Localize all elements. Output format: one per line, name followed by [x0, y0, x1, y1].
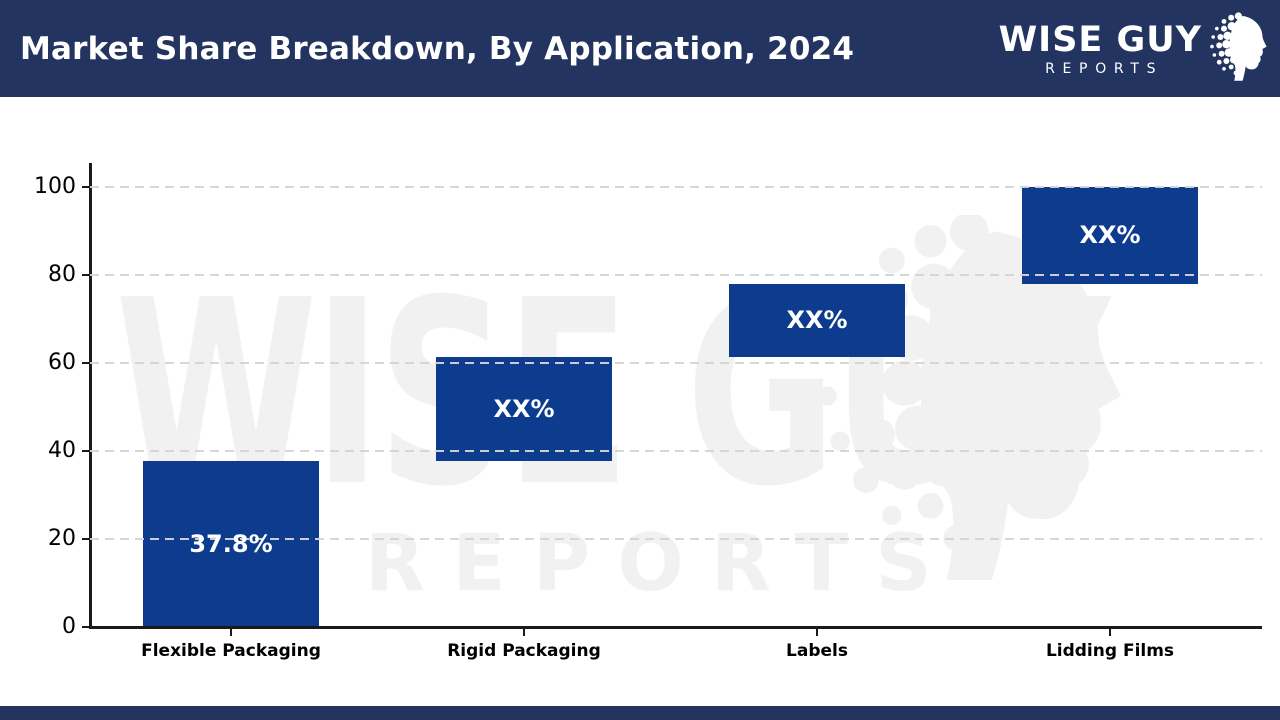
- x-axis-line: [89, 626, 1262, 629]
- gridline-y-20: [90, 538, 1262, 540]
- x-tick-mark: [1108, 628, 1112, 636]
- bar-value-label: XX%: [786, 306, 848, 335]
- y-tick-mark: [82, 625, 90, 629]
- x-tick-label: Lidding Films: [1045, 641, 1175, 661]
- bar-rigid-packaging: [436, 356, 612, 461]
- bar-flexible-packaging: [143, 460, 319, 627]
- wiseguy-logo: WISE GUY REPORTS: [999, 4, 1272, 94]
- y-tick-label: 20: [48, 526, 76, 551]
- x-tick-label: Rigid Packaging: [447, 641, 601, 661]
- y-tick-label: 40: [48, 438, 76, 463]
- bar-value-label: XX%: [493, 394, 555, 423]
- bar-labels: [729, 283, 905, 357]
- bar-lidding-films: [1022, 187, 1198, 284]
- footer-band: [0, 706, 1280, 720]
- waterfall-chart: WISE GUY REPORTS 02040608010037.8%XX%XX%…: [0, 97, 1280, 706]
- x-tick-mark: [815, 628, 819, 636]
- x-tick-mark: [229, 628, 233, 636]
- wiseguy-logo-text: WISE GUY REPORTS: [999, 21, 1202, 77]
- y-tick-mark: [82, 537, 90, 541]
- x-tick-mark: [522, 628, 526, 636]
- y-tick-label: 100: [34, 174, 76, 199]
- y-tick-label: 60: [48, 350, 76, 375]
- y-tick-label: 80: [48, 262, 76, 287]
- y-tick-mark: [82, 273, 90, 277]
- logo-subtitle: REPORTS: [1045, 60, 1164, 77]
- gridline-y-40: [90, 450, 1262, 452]
- x-tick-label: Flexible Packaging: [141, 641, 321, 661]
- y-tick-label: 0: [62, 614, 76, 639]
- y-tick-mark: [82, 449, 90, 453]
- gridline-y-60: [90, 362, 1262, 364]
- y-tick-mark: [82, 185, 90, 189]
- bar-value-label: XX%: [1079, 221, 1141, 250]
- logo-wordmark: WISE GUY: [998, 20, 1202, 61]
- page-title: Market Share Breakdown, By Application, …: [20, 30, 855, 67]
- wiseguy-head-icon: [1210, 12, 1267, 81]
- header-band: Market Share Breakdown, By Application, …: [0, 0, 1280, 97]
- y-axis-line: [89, 163, 92, 627]
- gridline-y-80: [90, 274, 1262, 276]
- x-tick-label: Labels: [786, 641, 848, 661]
- bar-value-label: 37.8%: [189, 529, 273, 558]
- gridline-y-100: [90, 186, 1262, 188]
- y-tick-mark: [82, 361, 90, 365]
